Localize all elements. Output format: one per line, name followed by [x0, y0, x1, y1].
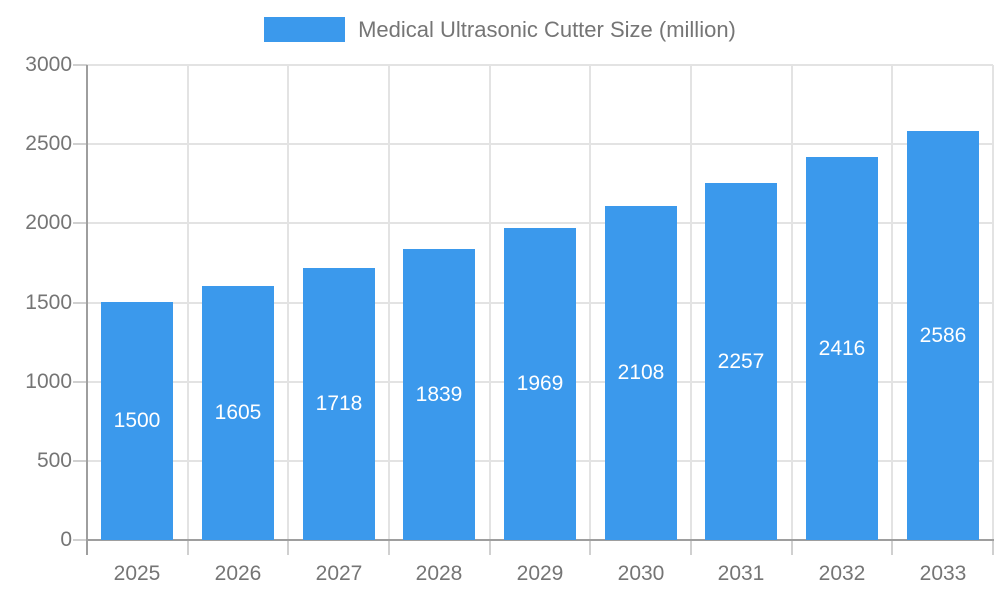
bar-2029	[504, 228, 576, 540]
v-gridline	[891, 65, 893, 540]
y-axis-tick	[73, 222, 87, 224]
y-axis-label: 1000	[25, 370, 72, 393]
bar-value-label: 2108	[617, 361, 665, 384]
bar-value-label: 2257	[717, 350, 765, 373]
bar-2031	[705, 183, 777, 540]
x-axis-label: 2032	[818, 562, 866, 585]
bar-2026	[202, 286, 274, 540]
v-gridline	[287, 65, 289, 540]
x-axis-tick	[891, 541, 893, 555]
v-gridline	[791, 65, 793, 540]
v-gridline	[388, 65, 390, 540]
bar-2033	[907, 131, 979, 540]
y-axis-tick	[73, 143, 87, 145]
x-axis-tick	[791, 541, 793, 555]
bar-value-label: 2416	[818, 337, 866, 360]
y-axis-label: 2500	[25, 132, 72, 155]
x-axis-tick	[388, 541, 390, 555]
bar-value-label: 1839	[415, 383, 463, 406]
x-axis-label: 2027	[315, 562, 363, 585]
x-axis-label: 2028	[415, 562, 463, 585]
y-axis-tick	[73, 460, 87, 462]
y-axis-tick	[73, 381, 87, 383]
v-gridline	[489, 65, 491, 540]
y-axis-tick	[73, 302, 87, 304]
bar-value-label: 1605	[214, 401, 262, 424]
x-axis-tick	[589, 541, 591, 555]
x-axis-label: 2031	[717, 562, 765, 585]
h-gridline	[87, 64, 993, 66]
v-gridline	[992, 65, 994, 540]
bar-2027	[303, 268, 375, 540]
h-gridline	[87, 143, 993, 145]
y-axis-label: 500	[36, 449, 72, 472]
bar-2028	[403, 249, 475, 540]
x-axis-tick	[187, 541, 189, 555]
y-axis-tick	[73, 64, 87, 66]
x-axis-label: 2025	[113, 562, 161, 585]
x-axis-label: 2026	[214, 562, 262, 585]
y-axis-label: 2000	[25, 211, 72, 234]
x-axis-tick	[690, 541, 692, 555]
bar-value-label: 1969	[516, 372, 564, 395]
y-axis-tick	[73, 539, 87, 541]
x-axis-tick	[287, 541, 289, 555]
legend-swatch	[264, 17, 346, 42]
bar-value-label: 1500	[113, 409, 161, 432]
y-axis-label: 0	[60, 528, 72, 551]
chart-legend: Medical Ultrasonic Cutter Size (million)	[0, 17, 1000, 42]
bar-2032	[806, 157, 878, 540]
legend-label: Medical Ultrasonic Cutter Size (million)	[358, 17, 736, 42]
x-axis-label: 2029	[516, 562, 564, 585]
h-gridline	[87, 222, 993, 224]
v-gridline	[690, 65, 692, 540]
x-axis-line	[86, 539, 994, 541]
bar-value-label: 2586	[919, 324, 967, 347]
x-axis-label: 2030	[617, 562, 665, 585]
v-gridline	[187, 65, 189, 540]
bar-2030	[605, 206, 677, 540]
bar-value-label: 1718	[315, 392, 363, 415]
y-axis-label: 1500	[25, 291, 72, 314]
v-gridline	[589, 65, 591, 540]
y-axis-label: 3000	[25, 53, 72, 76]
x-axis-tick	[992, 541, 994, 555]
y-axis-line	[86, 65, 88, 555]
x-axis-tick	[489, 541, 491, 555]
x-axis-label: 2033	[919, 562, 967, 585]
bar-2025	[101, 302, 173, 540]
